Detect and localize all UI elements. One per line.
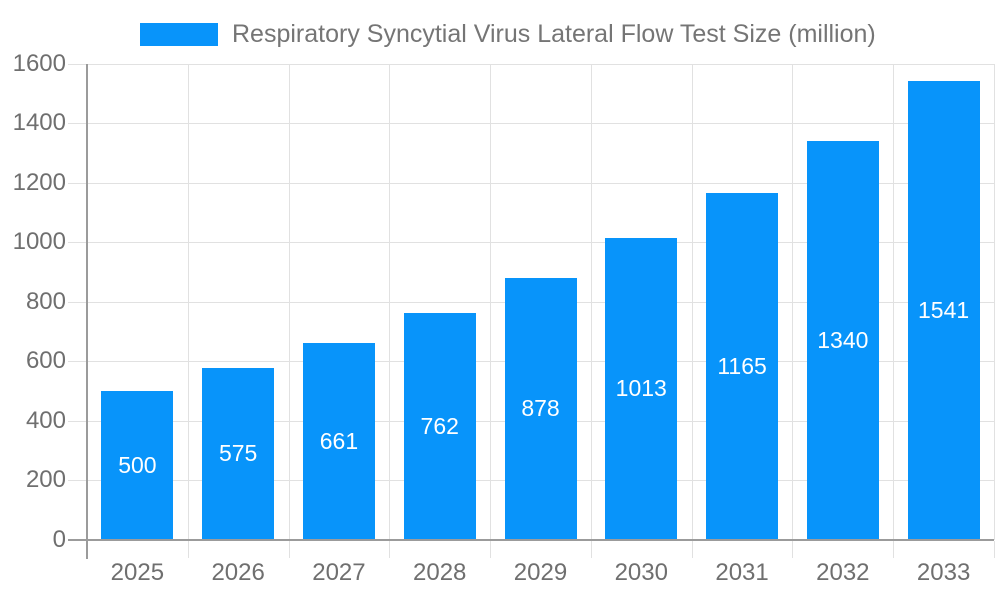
x-axis-tick (288, 540, 290, 558)
bar-2027: 661 (302, 342, 375, 540)
y-axis-tick-label: 1400 (12, 109, 66, 136)
bar-2026: 575 (202, 368, 275, 540)
x-gridline (490, 63, 492, 540)
x-gridline (288, 63, 290, 540)
bar-2030: 1013 (605, 238, 678, 540)
y-axis-tick-label: 1600 (12, 49, 66, 77)
x-gridline (389, 63, 391, 540)
bar-2029: 878 (504, 278, 577, 540)
x-gridline (590, 63, 592, 540)
x-axis-tick-label: 2028 (413, 558, 467, 586)
bar-2033: 1541 (907, 81, 980, 540)
y-gridline (68, 242, 994, 243)
y-axis-tick-label: 400 (25, 406, 66, 434)
bar-value-label: 1340 (817, 326, 869, 353)
y-axis-line (86, 63, 88, 559)
x-axis-tick (893, 540, 895, 558)
x-gridline (994, 63, 995, 540)
legend-color-swatch (140, 23, 218, 46)
x-axis-tick-label: 2025 (110, 558, 165, 586)
bar-value-label: 661 (319, 427, 359, 454)
y-gridline (68, 182, 994, 184)
x-axis-tick-label: 2029 (513, 558, 568, 586)
y-axis-tick-label: 0 (52, 525, 66, 553)
x-axis-tick-label: 2031 (715, 558, 769, 586)
x-axis-tick (389, 540, 391, 558)
x-axis-tick-label: 2026 (211, 558, 265, 586)
y-axis-tick-label: 200 (25, 466, 66, 493)
y-gridline (68, 63, 994, 65)
x-axis-tick (490, 540, 492, 558)
x-axis-tick (792, 540, 794, 558)
legend-label: Respiratory Syncytial Virus Lateral Flow… (232, 20, 876, 48)
x-axis-tick-label: 2027 (312, 558, 366, 586)
x-axis-tick (590, 540, 592, 558)
x-axis-tick-label: 2033 (916, 558, 971, 586)
bar-value-label: 1541 (918, 296, 970, 323)
y-axis-tick-label: 800 (25, 287, 66, 315)
x-gridline (691, 63, 693, 540)
y-axis-tick-label: 1200 (12, 168, 66, 196)
bar-2025: 500 (101, 390, 174, 540)
bar-value-label: 1013 (615, 375, 667, 402)
x-gridline (893, 63, 895, 540)
bar-2028: 762 (403, 312, 476, 540)
x-axis-tick (187, 540, 189, 558)
bar-value-label: 1165 (717, 352, 767, 379)
x-gridline (187, 63, 189, 540)
x-axis-tick-label: 2030 (614, 558, 668, 586)
x-axis-line (68, 538, 994, 541)
legend-item[interactable]: Respiratory Syncytial Virus Lateral Flow… (140, 22, 876, 47)
bar-2032: 1340 (806, 140, 879, 540)
y-gridline (68, 123, 994, 124)
bar-2031: 1165 (706, 192, 779, 540)
bar-value-label: 575 (218, 440, 258, 467)
x-axis-tick (691, 540, 693, 558)
x-axis-tick (994, 540, 995, 558)
y-axis-tick-label: 600 (25, 347, 66, 374)
x-gridline (792, 63, 794, 540)
bar-value-label: 762 (420, 412, 459, 439)
y-axis-tick-label: 1000 (12, 228, 66, 255)
x-axis-tick-label: 2032 (816, 558, 870, 586)
bar-value-label: 500 (118, 451, 157, 478)
bar-value-label: 878 (521, 395, 560, 422)
